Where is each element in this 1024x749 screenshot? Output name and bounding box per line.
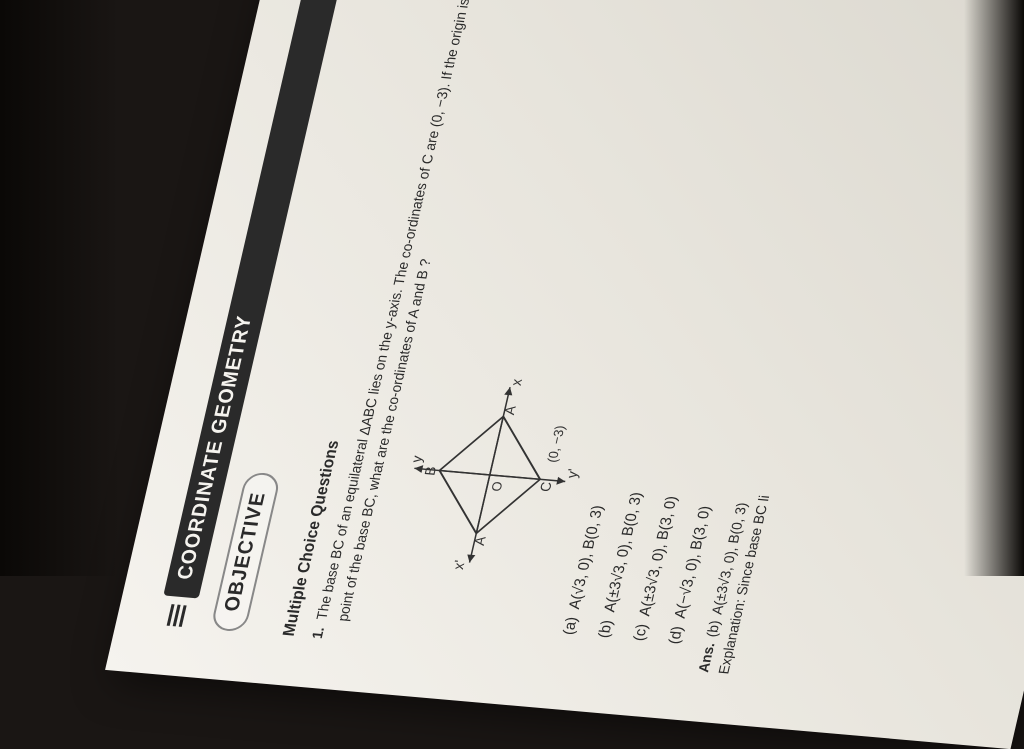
label-C-coord: (0, −3) [544, 425, 568, 463]
left-vignette [0, 0, 120, 576]
label-B: B [421, 466, 439, 476]
label-C: C [536, 481, 554, 492]
option-c-label: (c) [630, 623, 651, 642]
option-c-text: A(±3√3, 0), B(3, 0) [636, 495, 681, 617]
label-y-prime: y' [563, 468, 581, 479]
option-d-text: A(−√3, 0), B(3, 0) [671, 505, 714, 619]
option-a-text: A(√3, 0), B(0, 3) [566, 505, 607, 610]
label-y: y [408, 455, 426, 463]
decorative-stripes [167, 604, 187, 627]
option-a-label: (a) [560, 616, 581, 635]
answer-prefix: Ans. [695, 642, 718, 673]
answer-choice: (b) [703, 620, 723, 638]
label-x: x [508, 378, 526, 386]
label-x-prime: x' [450, 559, 468, 570]
coordinate-diagram: x' x y y' B A A C O (0, −3) [377, 370, 603, 581]
option-b-text: A(±3√3, 0), B(0, 3) [601, 492, 646, 614]
label-A-left: A [471, 535, 489, 546]
label-A-right: A [501, 405, 519, 416]
page-surface: COORDINATE GEOMETRY OBJECTIVE Type Q [1 … [105, 0, 1024, 749]
page-content: COORDINATE GEOMETRY OBJECTIVE Type Q [1 … [105, 0, 944, 727]
option-b-label: (b) [595, 619, 616, 638]
label-O: O [488, 481, 505, 492]
option-d-label: (d) [665, 625, 686, 644]
question-number: 1. [306, 626, 351, 641]
diagram-svg: x' x y y' B A A C O (0, −3) [377, 370, 603, 581]
